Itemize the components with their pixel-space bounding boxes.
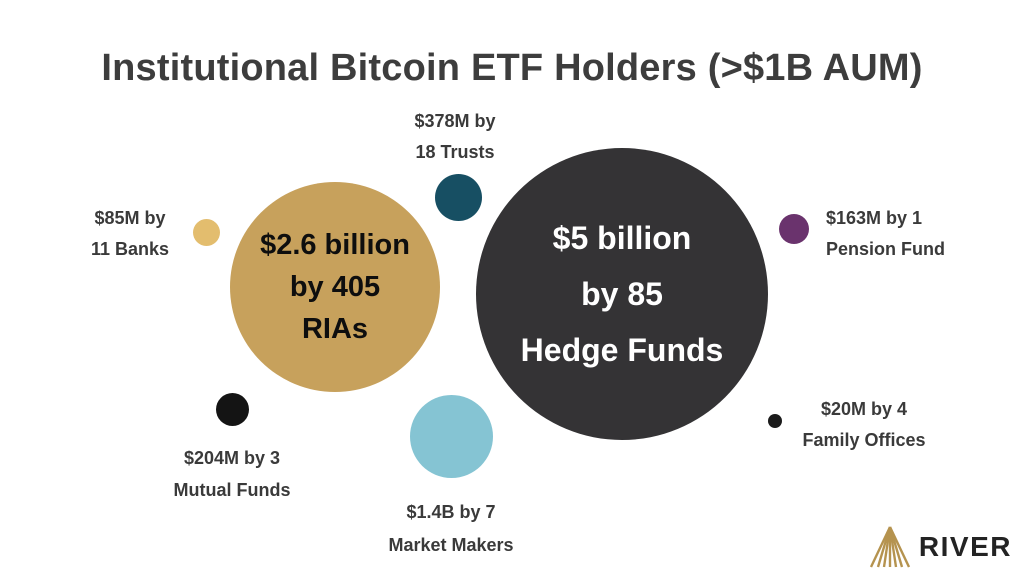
river-rays-triangle-icon — [869, 526, 911, 568]
bubble-rias: $2.6 billion by 405 RIAs — [230, 182, 440, 392]
bubble-family-offices — [768, 414, 782, 428]
bubble-rias-count: by 405 — [289, 271, 381, 303]
label-banks-value: $85M by — [94, 208, 166, 228]
label-family-offices-value: $20M by 4 — [820, 399, 908, 419]
bubble-rias-value: $2.6 billion — [260, 229, 410, 261]
bubble-hedge-funds-count: by 85 — [581, 276, 663, 312]
label-mutual-funds: $204M by 3 Mutual Funds — [152, 442, 312, 506]
label-trusts-value: $378M by — [414, 111, 496, 131]
label-pension-fund-category: Pension Fund — [826, 239, 945, 259]
label-market-makers-value: $1.4B by 7 — [406, 502, 496, 522]
river-logo: RIVER — [868, 526, 1012, 568]
label-trusts-category: 18 Trusts — [415, 142, 495, 162]
bubble-hedge-funds: $5 billion by 85 Hedge Funds — [476, 148, 768, 440]
label-family-offices-category: Family Offices — [802, 430, 926, 450]
label-mutual-funds-category: Mutual Funds — [173, 480, 291, 500]
label-pension-fund: $163M by 1 Pension Fund — [826, 203, 996, 265]
bubble-market-makers — [410, 395, 493, 478]
label-mutual-funds-value: $204M by 3 — [183, 448, 281, 468]
bubble-pension-fund — [779, 214, 809, 244]
label-banks: $85M by 11 Banks — [54, 203, 206, 265]
bubble-banks — [193, 219, 220, 246]
label-pension-fund-value: $163M by 1 — [826, 208, 923, 228]
page-title: Institutional Bitcoin ETF Holders (>$1B … — [101, 47, 923, 90]
label-family-offices: $20M by 4 Family Offices — [788, 394, 940, 456]
bubble-mutual-funds — [216, 393, 249, 426]
label-banks-category: 11 Banks — [90, 239, 170, 259]
bubble-hedge-funds-category: Hedge Funds — [520, 332, 724, 368]
label-market-makers-category: Market Makers — [388, 535, 514, 555]
label-market-makers: $1.4B by 7 Market Makers — [371, 496, 531, 562]
label-trusts: $378M by 18 Trusts — [375, 106, 535, 168]
river-logo-text: RIVER — [918, 531, 1012, 562]
bubble-trusts — [435, 174, 482, 221]
bubble-hedge-funds-value: $5 billion — [552, 220, 692, 256]
bubble-rias-category: RIAs — [301, 313, 369, 345]
